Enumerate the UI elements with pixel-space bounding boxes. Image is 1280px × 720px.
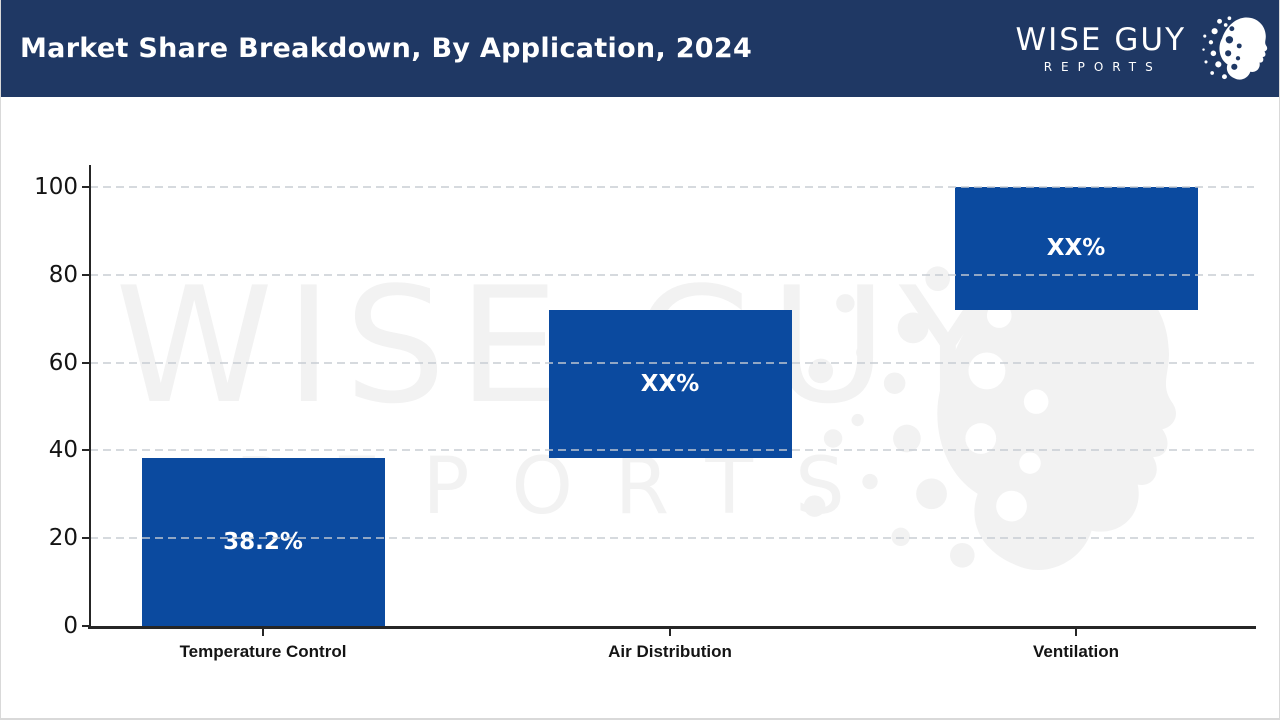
bar-value-label: 38.2%	[223, 529, 303, 556]
y-tick-mark	[82, 449, 89, 452]
bar-ventilation: XX%	[954, 187, 1198, 310]
gridline	[90, 449, 1254, 452]
header-band: Market Share Breakdown, By Application, …	[0, 0, 1280, 97]
y-tick-label: 100	[34, 174, 78, 200]
logo-head-icon	[1202, 15, 1268, 80]
gridline	[90, 186, 1254, 188]
x-tick-mark	[262, 629, 264, 636]
bar-temperature-control: 38.2%	[141, 458, 385, 626]
y-tick-label: 80	[48, 261, 78, 288]
logo-subtitle: REPORTS	[1043, 59, 1162, 74]
gridline	[90, 361, 1254, 364]
x-tick-mark	[669, 629, 671, 636]
page-title: Market Share Breakdown, By Application, …	[20, 33, 753, 64]
y-axis-line	[89, 165, 91, 628]
y-tick-label: 0	[63, 613, 78, 639]
gridline	[90, 537, 1254, 540]
gridline	[90, 273, 1254, 276]
wise-guy-logo: WISE GUY REPORTS	[1015, 0, 1270, 97]
bar-value-label: XX%	[640, 371, 700, 398]
y-tick-label: 60	[48, 349, 78, 376]
x-category-label: Temperature Control	[179, 642, 347, 661]
logo-text: WISE GUY REPORTS	[1015, 21, 1186, 74]
logo-wordmark: WISE GUY	[1015, 21, 1186, 58]
y-tick-label: 20	[48, 525, 78, 552]
x-tick-mark	[1075, 629, 1077, 636]
y-tick-mark	[82, 273, 89, 276]
x-axis-line	[88, 626, 1256, 629]
x-category-label: Ventilation	[1033, 642, 1119, 661]
x-category-label: Air Distribution	[608, 642, 732, 661]
y-tick-mark	[82, 361, 89, 364]
bar-value-label: XX%	[1046, 235, 1106, 262]
y-tick-mark	[82, 186, 89, 188]
y-tick-mark	[82, 537, 89, 540]
y-tick-label: 40	[48, 437, 78, 464]
y-tick-mark	[82, 625, 89, 627]
bar-air-distribution: XX%	[548, 309, 792, 459]
